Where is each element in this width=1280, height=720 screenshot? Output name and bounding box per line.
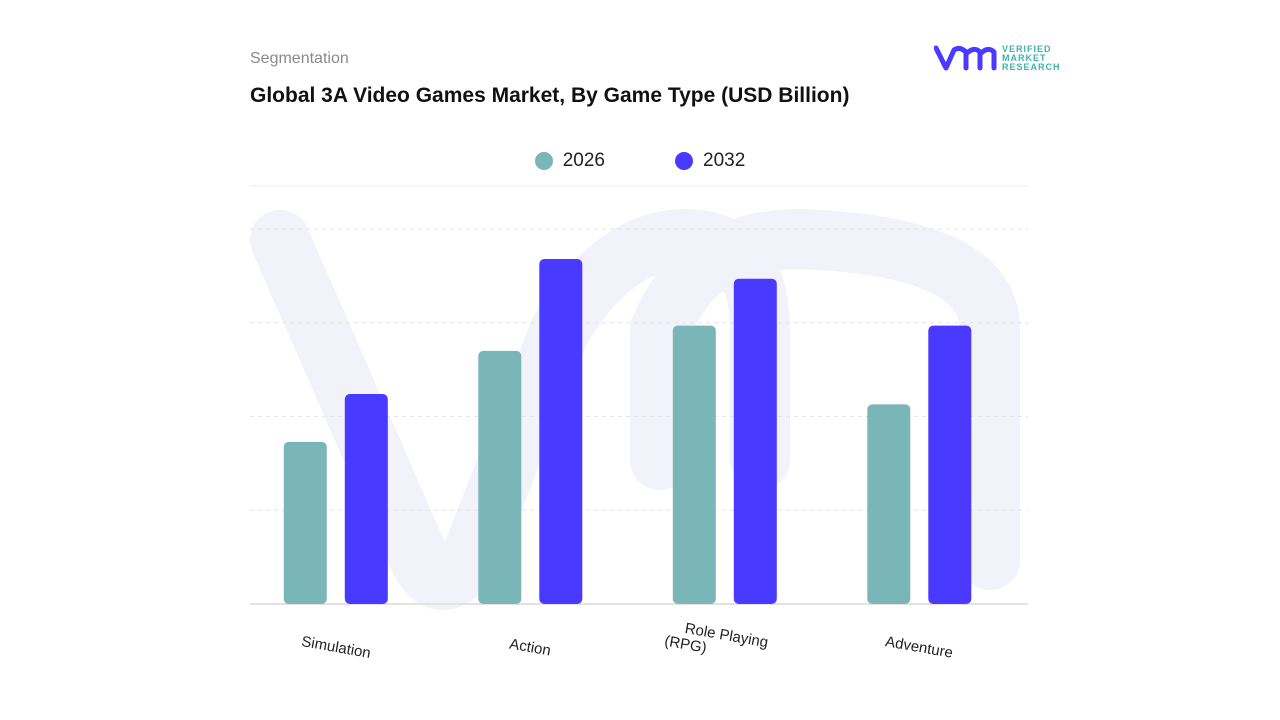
legend-label: 2032 — [703, 150, 746, 171]
logo-line: MARKET — [1002, 52, 1047, 63]
vmr-logo: VERIFIED MARKET RESEARCH — [934, 44, 1061, 72]
bar-2032-simulation — [344, 394, 388, 604]
bar-2032-action — [539, 259, 583, 604]
bar-2032-role-playing-rpg- — [733, 278, 777, 604]
bar-2032-adventure — [928, 325, 972, 604]
segment-label: Segmentation — [250, 50, 349, 67]
bar-2026-action — [478, 350, 522, 604]
legend-item-2032[interactable]: 2032 — [675, 150, 745, 172]
legend-swatch — [675, 152, 693, 170]
legend-item-2026[interactable]: 2026 — [534, 150, 605, 172]
watermark-logo — [250, 209, 1020, 610]
legend: 2026 2032 — [0, 150, 1280, 172]
logo-line: RESEARCH — [1002, 61, 1061, 72]
vmr-logo-mark-icon — [934, 45, 997, 71]
legend-swatch — [534, 152, 553, 170]
bar-2026-role-playing-rpg- — [672, 325, 716, 604]
legend-label: 2026 — [562, 150, 605, 171]
logo-text: VERIFIED MARKET RESEARCH — [1002, 43, 1061, 72]
bar-2026-simulation — [283, 441, 327, 604]
logo-line: VERIFIED — [1002, 43, 1052, 54]
bar-2026-adventure — [867, 404, 911, 604]
chart-title: Global 3A Video Games Market, By Game Ty… — [250, 84, 850, 107]
